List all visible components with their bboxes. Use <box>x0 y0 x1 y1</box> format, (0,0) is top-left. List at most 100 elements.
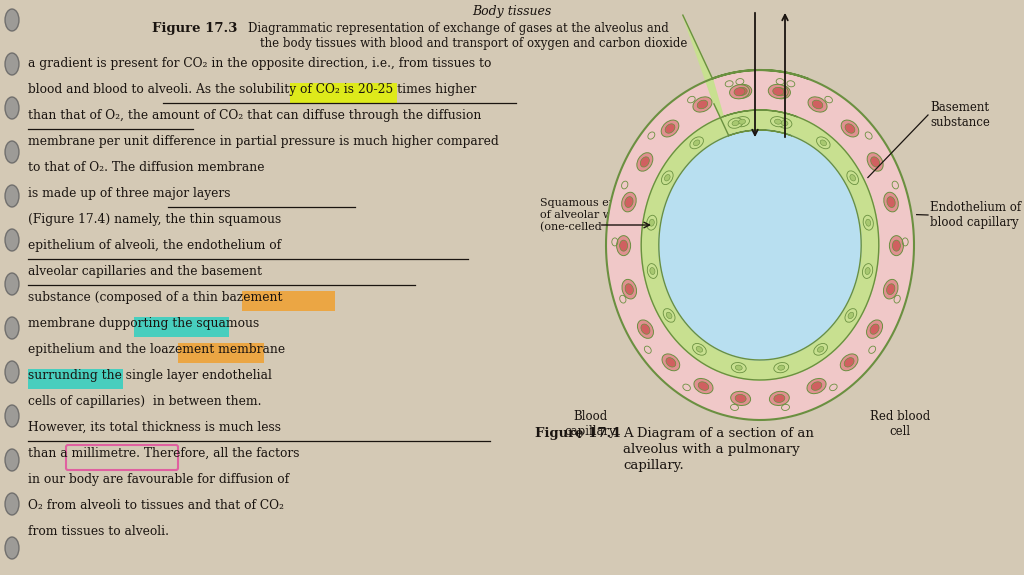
Ellipse shape <box>862 263 872 278</box>
Polygon shape <box>658 130 861 360</box>
Ellipse shape <box>735 394 746 402</box>
Ellipse shape <box>775 88 786 96</box>
Ellipse shape <box>625 284 634 294</box>
Ellipse shape <box>616 236 631 256</box>
Text: capillary.: capillary. <box>623 459 684 472</box>
FancyBboxPatch shape <box>290 83 397 103</box>
Ellipse shape <box>5 317 19 339</box>
Text: membrane dupporting the squamous: membrane dupporting the squamous <box>28 317 259 330</box>
FancyBboxPatch shape <box>28 369 123 389</box>
Ellipse shape <box>694 378 713 394</box>
Ellipse shape <box>665 174 670 181</box>
Ellipse shape <box>664 309 675 322</box>
Ellipse shape <box>817 347 824 352</box>
Ellipse shape <box>696 347 702 352</box>
Ellipse shape <box>697 100 708 109</box>
Ellipse shape <box>622 192 636 212</box>
Ellipse shape <box>866 320 883 338</box>
Text: than a millimetre. Therefore, all the factors: than a millimetre. Therefore, all the fa… <box>28 447 299 460</box>
Ellipse shape <box>690 137 703 149</box>
Ellipse shape <box>845 124 855 133</box>
Polygon shape <box>641 110 879 380</box>
Ellipse shape <box>841 120 859 137</box>
Ellipse shape <box>770 85 791 99</box>
Ellipse shape <box>5 9 19 31</box>
Ellipse shape <box>892 240 900 251</box>
Ellipse shape <box>693 140 699 145</box>
Text: than that of O₂, the amount of CO₂ that can diffuse through the diffusion: than that of O₂, the amount of CO₂ that … <box>28 109 481 122</box>
Ellipse shape <box>647 215 656 230</box>
Text: substance (composed of a thin bazement: substance (composed of a thin bazement <box>28 291 283 304</box>
Ellipse shape <box>867 153 883 171</box>
Ellipse shape <box>649 219 654 226</box>
Ellipse shape <box>773 87 783 95</box>
Ellipse shape <box>667 312 672 319</box>
Text: Squamous epithelium
of alveolar wall
(one-celled thick): Squamous epithelium of alveolar wall (on… <box>540 198 663 232</box>
Ellipse shape <box>731 362 746 373</box>
Ellipse shape <box>870 324 879 334</box>
Text: Endothelium of
blood capillary: Endothelium of blood capillary <box>930 201 1021 229</box>
Ellipse shape <box>728 118 742 128</box>
Ellipse shape <box>5 97 19 119</box>
Ellipse shape <box>622 279 637 299</box>
Ellipse shape <box>732 85 752 98</box>
Polygon shape <box>606 70 914 420</box>
Ellipse shape <box>738 119 745 124</box>
Ellipse shape <box>845 309 857 322</box>
Ellipse shape <box>693 97 712 112</box>
Ellipse shape <box>638 320 653 338</box>
Ellipse shape <box>637 153 653 171</box>
Ellipse shape <box>731 392 751 405</box>
Ellipse shape <box>844 358 854 367</box>
Ellipse shape <box>865 267 870 274</box>
Text: in our body are favourable for diffusion of: in our body are favourable for diffusion… <box>28 473 289 486</box>
Ellipse shape <box>666 124 675 133</box>
Text: Red blood
cell: Red blood cell <box>869 410 930 438</box>
Text: However, its total thickness is much less: However, its total thickness is much les… <box>28 421 281 434</box>
Ellipse shape <box>863 215 873 230</box>
Text: A Diagram of a section of an: A Diagram of a section of an <box>623 427 814 440</box>
Text: alveolar capillaries and the basement: alveolar capillaries and the basement <box>28 265 262 278</box>
Ellipse shape <box>884 279 898 299</box>
Ellipse shape <box>769 392 790 405</box>
Text: cells of capillaries)  in between them.: cells of capillaries) in between them. <box>28 395 261 408</box>
Ellipse shape <box>887 197 895 208</box>
Ellipse shape <box>884 192 898 212</box>
Ellipse shape <box>5 185 19 207</box>
Ellipse shape <box>814 343 827 355</box>
Text: epithelium of alveoli, the endothelium of: epithelium of alveoli, the endothelium o… <box>28 239 282 252</box>
Text: blood and blood to alveoli. As the solubility of CO₂ is 20-25 times higher: blood and blood to alveoli. As the solub… <box>28 83 476 96</box>
FancyBboxPatch shape <box>178 343 264 363</box>
Ellipse shape <box>807 378 826 394</box>
Ellipse shape <box>5 449 19 471</box>
Ellipse shape <box>870 157 880 167</box>
Ellipse shape <box>812 100 823 109</box>
Text: (Figure 17.4) namely, the thin squamous: (Figure 17.4) namely, the thin squamous <box>28 213 282 226</box>
Ellipse shape <box>5 493 19 515</box>
Text: surrunding the single layer endothelial: surrunding the single layer endothelial <box>28 369 272 382</box>
Text: the body tissues with blood and transport of oxygen and carbon dioxide: the body tissues with blood and transpor… <box>260 37 687 50</box>
Ellipse shape <box>887 284 895 294</box>
Ellipse shape <box>734 117 750 126</box>
Text: Figure 17.3: Figure 17.3 <box>152 22 238 35</box>
Ellipse shape <box>865 219 870 226</box>
Ellipse shape <box>5 537 19 559</box>
Text: alveolus with a pulmonary: alveolus with a pulmonary <box>623 443 800 456</box>
FancyBboxPatch shape <box>242 291 335 311</box>
Ellipse shape <box>5 273 19 295</box>
Ellipse shape <box>698 382 709 390</box>
Text: to that of O₂. The diffusion membrane: to that of O₂. The diffusion membrane <box>28 161 264 174</box>
Ellipse shape <box>666 358 676 367</box>
Ellipse shape <box>650 267 655 274</box>
Ellipse shape <box>729 85 750 99</box>
Ellipse shape <box>808 97 827 112</box>
Ellipse shape <box>692 343 707 355</box>
Ellipse shape <box>5 405 19 427</box>
Ellipse shape <box>734 88 745 96</box>
Ellipse shape <box>811 382 822 390</box>
Ellipse shape <box>620 240 628 251</box>
Ellipse shape <box>641 324 650 334</box>
Ellipse shape <box>663 354 680 371</box>
Ellipse shape <box>768 85 788 98</box>
Ellipse shape <box>777 118 792 128</box>
